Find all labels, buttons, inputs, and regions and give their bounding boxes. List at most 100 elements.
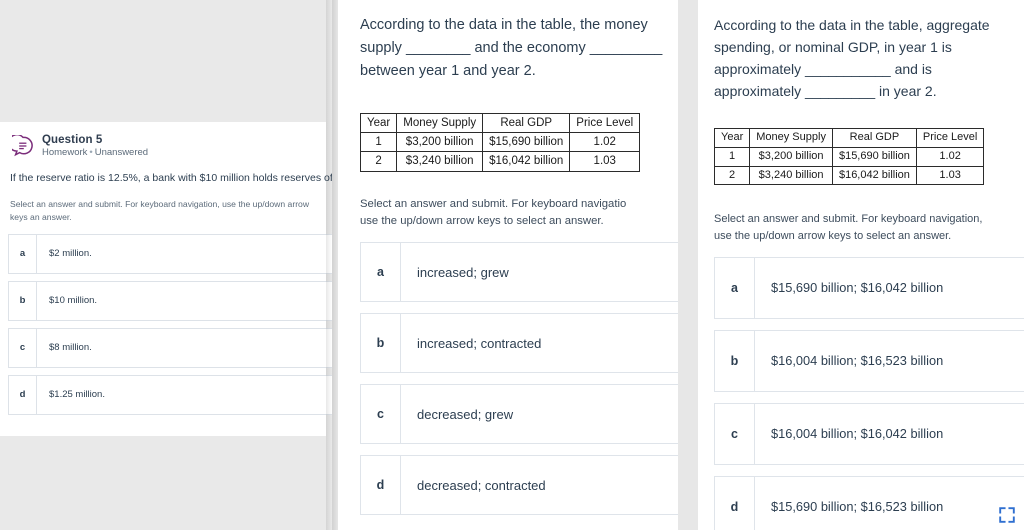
option-text: $8 million. [49,342,92,354]
question-header: Question 5 Homework • Unanswered [8,133,312,158]
table-row: 2 $3,240 billion $16,042 billion 1.03 [359,151,641,172]
question-line: approximately ___________ and is [714,61,932,78]
option-letter: b [715,330,755,391]
cell-price-level: 1.03 [915,165,985,186]
status-separator: • [89,147,93,158]
option-letter: a [361,243,401,302]
question-card-left: Question 5 Homework • Unanswered If the re… [0,122,332,436]
hint-line: use the up/down arrow keys to select an … [714,229,952,242]
cell-year: 2 [713,165,751,186]
answer-option-a[interactable]: a increased; grew [360,242,678,303]
column-header-price-level: Price Level [569,112,641,134]
cell-money-supply: $3,200 billion [749,147,833,167]
cell-real-gdp: $15,690 billion [831,147,917,167]
table-row: 1 $3,200 billion $15,690 billion 1.02 [713,147,985,167]
option-text: $15,690 billion; $16,523 billion [771,499,944,515]
option-text: increased; grew [417,264,509,280]
answer-option-a[interactable]: a $15,690 billion; $16,042 billion [714,256,1024,319]
option-text: $15,690 billion; $16,042 billion [771,280,944,296]
table-row: 2 $3,240 billion $16,042 billion 1.03 [713,165,985,186]
cell-real-gdp: $15,690 billion [482,132,571,153]
question-bubble-icon [8,133,34,157]
cell-price-level: 1.02 [569,132,641,153]
answer-option-a[interactable]: a $2 million. [8,233,332,274]
option-text: $2 million. [49,248,92,260]
option-letter: b [9,281,37,320]
question-line: According to the data in the table, aggr… [714,17,990,33]
column-header-real-gdp: Real GDP [831,128,917,149]
answer-option-b[interactable]: b $16,004 billion; $16,523 billion [714,329,1024,392]
panel-left-edge-shadow [326,0,332,530]
hint-line: Select an answer and submit. For keyboar… [714,213,983,226]
option-letter: a [9,234,37,273]
option-letter: c [715,403,755,464]
cell-year: 1 [713,147,751,167]
table-row: 1 $3,200 billion $15,690 billion 1.02 [359,132,641,153]
answer-option-d[interactable]: d $1.25 million. [8,374,332,415]
column-header-price-level: Price Level [915,128,985,149]
option-text: $16,004 billion; $16,042 billion [771,426,944,442]
question-line: According to the data in the table, the … [360,17,648,33]
status-badge: Unanswered [94,147,149,158]
cell-year: 2 [359,151,398,172]
question-label: Question 5 [42,134,103,146]
answer-option-b[interactable]: b $10 million. [8,280,332,321]
question-header-text: Question 5 Homework • Unanswered [42,134,148,158]
option-letter: c [9,328,37,367]
option-text: decreased; grew [417,406,514,422]
column-header-money-supply: Money Supply [396,112,484,134]
option-letter: a [715,257,755,318]
hint-line: use the up/down arrow keys to select an … [360,214,604,227]
question-text-right: According to the data in the table, aggr… [714,14,1024,102]
question-line: supply ________ and the economy ________… [360,39,663,56]
option-text: $1.25 million. [49,389,105,401]
answer-option-d[interactable]: d decreased; contracted [360,455,678,516]
question-line: spending, or nominal GDP, in year 1 is [714,39,952,56]
cell-real-gdp: $16,042 billion [482,151,571,172]
answer-option-b[interactable]: b increased; contracted [360,313,678,374]
cell-money-supply: $3,200 billion [396,132,484,153]
cell-price-level: 1.02 [915,147,985,167]
option-letter: d [9,375,37,414]
answer-option-c[interactable]: c $8 million. [8,327,332,368]
answer-option-d[interactable]: d $15,690 billion; $16,523 billion [714,475,1024,530]
answer-hint-right: Select an answer and submit. For keyboar… [714,211,1024,244]
column-header-year: Year [359,112,398,134]
question-line: between year 1 and year 2. [360,62,536,79]
answer-hint-middle: Select an answer and submit. For keyboar… [360,196,678,230]
question-line: approximately _________ in year 2. [714,83,937,100]
table-header-row: Year Money Supply Real GDP Price Level [713,128,985,149]
column-header-money-supply: Money Supply [749,128,833,149]
option-letter: d [715,476,755,530]
answer-options-right: a $15,690 billion; $16,042 billion b $16… [714,256,1024,530]
panel-middle-left-shadow [332,0,339,530]
cell-money-supply: $3,240 billion [396,151,484,172]
question-panel-middle: According to the data in the table, the … [338,0,678,530]
question-panel-right: According to the data in the table, aggr… [698,0,1024,530]
panel-gap-divider [678,0,698,530]
question-panel-left: Question 5 Homework • Unanswered If the re… [0,0,332,530]
table-header-row: Year Money Supply Real GDP Price Level [359,112,641,134]
option-letter: b [361,314,401,373]
cell-money-supply: $3,240 billion [749,165,833,186]
option-letter: c [361,385,401,444]
answer-options-left: a $2 million. b $10 million. c $8 millio… [8,233,332,415]
expand-fullscreen-button[interactable] [994,502,1020,528]
column-header-real-gdp: Real GDP [482,112,571,134]
column-header-year: Year [713,128,751,149]
answer-options-middle: a increased; grew b increased; contracte… [360,242,678,516]
question-status-line: Homework • Unanswered [42,147,148,158]
question-source: Homework [42,147,88,158]
answer-option-c[interactable]: c decreased; grew [360,384,678,445]
data-table-middle: Year Money Supply Real GDP Price Level 1… [359,112,641,172]
cell-real-gdp: $16,042 billion [831,165,917,186]
answer-option-c[interactable]: c $16,004 billion; $16,042 billion [714,402,1024,465]
question-text-left: If the reserve ratio is 12.5%, a bank wi… [10,172,332,184]
hint-line: Select an answer and submit. For keyboar… [360,197,627,210]
option-text: increased; contracted [417,335,542,351]
answer-hint-left: Select an answer and submit. For keyboar… [10,199,310,222]
option-text: decreased; contracted [417,477,546,493]
expand-fullscreen-icon [999,507,1015,523]
option-letter: d [361,456,401,515]
